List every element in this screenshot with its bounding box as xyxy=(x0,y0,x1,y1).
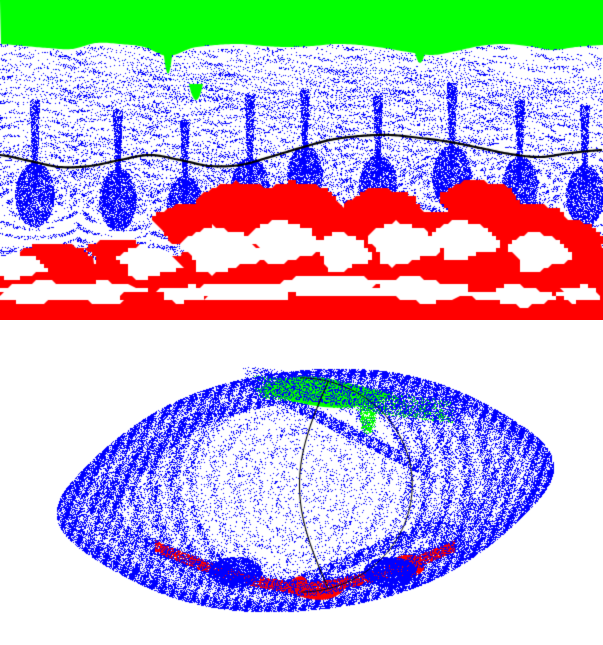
oblique-3d-view-canvas xyxy=(0,330,603,645)
panel-oblique-3d-view xyxy=(0,330,603,645)
panel-flattened-projection xyxy=(0,0,603,320)
flattened-projection-canvas xyxy=(0,0,603,320)
